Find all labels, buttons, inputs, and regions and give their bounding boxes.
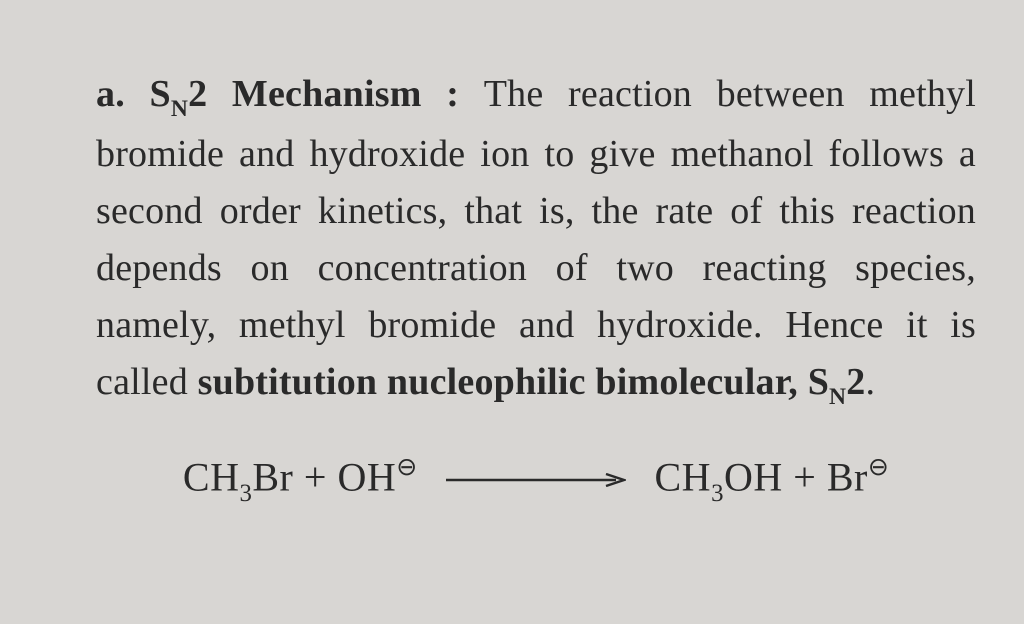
eq-rhs: CH3OH + Br⊖: [655, 453, 890, 506]
section-label: a.: [96, 73, 150, 115]
sn2-N-subscript: N: [171, 96, 188, 122]
sn2b-N-subscript: N: [829, 384, 846, 410]
page: a. SN2 Mechanism : The reaction between …: [0, 0, 1024, 534]
sn2-tail: SN2: [808, 361, 866, 403]
sn2-2: 2: [188, 73, 207, 115]
body-text: The reaction between methyl bromide and …: [96, 73, 976, 403]
equation: CH3Br + OH⊖ CH3OH + Br⊖: [96, 452, 976, 506]
eq-plus2: +: [783, 454, 827, 499]
eq-ch3br-ch: CH: [183, 454, 240, 499]
eq-ch3oh-3: 3: [711, 480, 724, 507]
period: .: [865, 361, 875, 403]
heading-rest: Mechanism :: [207, 73, 483, 115]
eq-oh: OH: [337, 454, 396, 499]
eq-ch3oh-ch: CH: [655, 454, 712, 499]
sn2-S: S: [150, 73, 171, 115]
eq-lhs: CH3Br + OH⊖: [183, 453, 418, 506]
sn2b-S: S: [808, 361, 829, 403]
eq-br-charge: ⊖: [868, 454, 889, 481]
eq-ch3oh-oh: OH: [724, 454, 783, 499]
eq-plus1: +: [293, 454, 337, 499]
bold-tail: subtitution nucleophilic bimolecular,: [198, 361, 808, 403]
eq-ch3br-3: 3: [239, 480, 252, 507]
reaction-arrow-icon: [446, 473, 626, 487]
paragraph: a. SN2 Mechanism : The reaction between …: [96, 66, 976, 414]
sn2-heading: SN2 Mechanism :: [150, 73, 484, 115]
eq-oh-charge: ⊖: [396, 454, 417, 481]
sn2b-2: 2: [846, 361, 865, 403]
eq-br: Br: [827, 454, 868, 499]
eq-ch3br-br: Br: [252, 454, 293, 499]
